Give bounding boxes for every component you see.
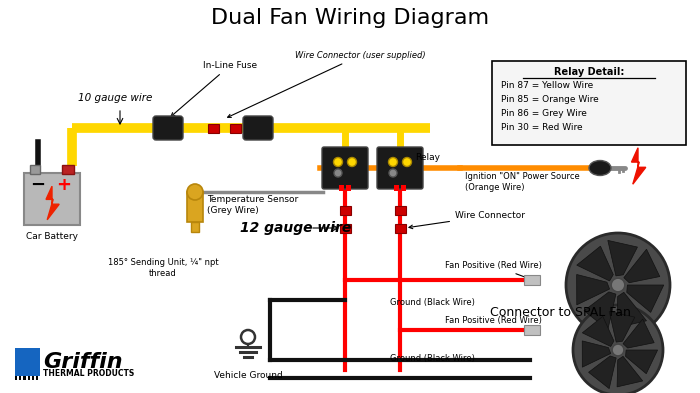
Text: Fan Positive (Red Wire): Fan Positive (Red Wire) <box>445 261 542 279</box>
Bar <box>524 275 540 285</box>
Text: +: + <box>57 176 71 194</box>
Polygon shape <box>577 274 610 305</box>
Text: In-Line Fuse: In-Line Fuse <box>171 61 257 116</box>
Text: Relay Detail:: Relay Detail: <box>554 67 624 77</box>
FancyBboxPatch shape <box>153 116 183 140</box>
Polygon shape <box>46 186 60 220</box>
Text: Ground (Black Wire): Ground (Black Wire) <box>390 298 475 307</box>
Bar <box>340 224 351 233</box>
Text: Dual Fan Wiring Diagram: Dual Fan Wiring Diagram <box>211 8 489 28</box>
Bar <box>25 376 27 380</box>
Text: Pin 85 = Orange Wire: Pin 85 = Orange Wire <box>501 95 598 105</box>
Bar <box>30 165 40 174</box>
Bar <box>17 376 19 380</box>
FancyBboxPatch shape <box>243 116 273 140</box>
Polygon shape <box>589 356 616 389</box>
Bar <box>38 376 40 380</box>
Bar <box>207 123 218 132</box>
Bar <box>36 376 38 380</box>
Circle shape <box>389 169 397 177</box>
Bar <box>32 376 34 380</box>
FancyBboxPatch shape <box>377 147 423 189</box>
Bar <box>21 376 23 380</box>
Polygon shape <box>609 311 635 342</box>
Bar <box>187 192 203 222</box>
Circle shape <box>187 184 203 200</box>
Text: THERMAL PRODUCTS: THERMAL PRODUCTS <box>43 369 134 378</box>
Text: Connector to SPAL Fan: Connector to SPAL Fan <box>490 305 631 318</box>
Bar <box>15 348 40 380</box>
Circle shape <box>347 158 356 167</box>
Text: Wire Connector (user supplied): Wire Connector (user supplied) <box>228 51 426 118</box>
FancyBboxPatch shape <box>322 147 368 189</box>
Bar <box>401 185 406 191</box>
Bar <box>19 376 21 380</box>
Bar <box>24 173 80 225</box>
Polygon shape <box>623 319 654 348</box>
Polygon shape <box>617 292 647 328</box>
Bar <box>62 165 74 174</box>
Bar <box>191 222 199 232</box>
Bar <box>23 376 25 380</box>
Circle shape <box>389 158 398 167</box>
Polygon shape <box>617 356 643 387</box>
Text: Temperature Sensor
(Grey Wire): Temperature Sensor (Grey Wire) <box>207 195 298 215</box>
Bar <box>395 224 405 233</box>
Circle shape <box>334 169 342 177</box>
Text: Ignition "ON" Power Source
(Orange Wire): Ignition "ON" Power Source (Orange Wire) <box>465 172 580 192</box>
Bar <box>340 206 351 215</box>
FancyBboxPatch shape <box>492 61 686 145</box>
Text: Fan Positive (Red Wire): Fan Positive (Red Wire) <box>445 316 542 330</box>
Polygon shape <box>631 148 646 184</box>
Ellipse shape <box>589 160 611 176</box>
Bar <box>27 376 29 380</box>
Text: Wire Connector: Wire Connector <box>409 211 525 229</box>
Polygon shape <box>577 246 613 281</box>
Text: Pin 87 = Yellow Wire: Pin 87 = Yellow Wire <box>501 81 594 90</box>
Polygon shape <box>608 241 638 276</box>
Circle shape <box>612 344 624 356</box>
Polygon shape <box>582 316 614 347</box>
Circle shape <box>402 158 412 167</box>
Text: 185° Sending Unit, ¼" npt
thread: 185° Sending Unit, ¼" npt thread <box>108 258 218 278</box>
Text: 10 gauge wire: 10 gauge wire <box>78 93 153 103</box>
Circle shape <box>573 305 663 393</box>
Polygon shape <box>624 249 660 283</box>
Bar <box>395 206 405 215</box>
Text: Pin 86 = Grey Wire: Pin 86 = Grey Wire <box>501 110 587 119</box>
Circle shape <box>333 158 342 167</box>
Bar <box>524 325 540 335</box>
Circle shape <box>566 233 670 337</box>
Text: Griffin: Griffin <box>43 352 122 372</box>
Bar <box>34 376 36 380</box>
Bar <box>15 376 17 380</box>
Text: Relay: Relay <box>415 154 440 162</box>
Polygon shape <box>582 341 610 367</box>
Bar <box>394 185 399 191</box>
Bar <box>230 123 241 132</box>
Text: Ground (Black Wire): Ground (Black Wire) <box>390 353 475 362</box>
Polygon shape <box>584 292 616 330</box>
Bar <box>339 185 344 191</box>
Bar <box>29 376 32 380</box>
Text: Car Battery: Car Battery <box>26 232 78 241</box>
Polygon shape <box>626 350 657 374</box>
Polygon shape <box>626 285 664 312</box>
Bar <box>346 185 351 191</box>
Circle shape <box>611 278 625 292</box>
Text: Pin 30 = Red Wire: Pin 30 = Red Wire <box>501 123 582 132</box>
Text: Vehicle Ground: Vehicle Ground <box>214 371 282 380</box>
Text: 12 gauge wire: 12 gauge wire <box>240 221 351 235</box>
Text: −: − <box>30 176 46 194</box>
